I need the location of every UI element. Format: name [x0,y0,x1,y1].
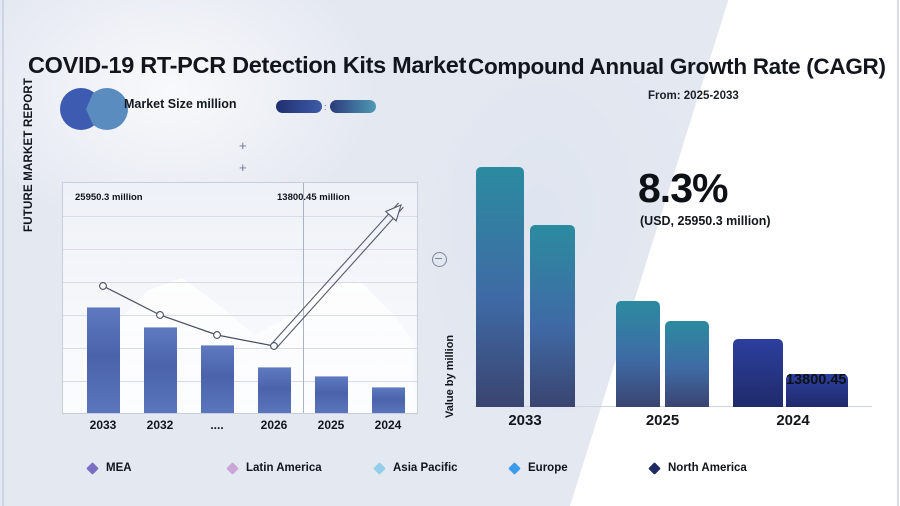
legend-pill-a [276,100,322,113]
logo-right-shape [86,88,128,130]
legend-pill-separator: : [324,102,327,112]
legend-marker-icon [373,461,386,475]
bar-5 [786,374,848,407]
left-chart-x-axis: 2033 2032.... 2026 2025 2024 [62,418,418,440]
legend-pill-b [330,100,376,113]
x-tick-label: 2024 [776,412,810,429]
annotation-end-value: 13800.45 million [277,192,350,203]
gridline [63,216,417,217]
legend-label: Asia Pacific [393,462,458,474]
x-tick-label: 2024 [374,418,402,432]
bar-0 [476,167,524,407]
minus-circle-icon [432,252,447,267]
x-tick-label: 2033 [508,412,542,429]
legend-marker-icon [508,461,521,475]
gridline [63,282,417,283]
bar-2026 [258,367,291,413]
bar-2024 [372,387,405,413]
chart-vertical-divider [303,183,304,413]
legend-item-latin-america[interactable]: Latin America [226,461,322,475]
bar-.... [201,345,234,413]
market-size-label: Market Size million [124,97,237,111]
bar-2025 [315,376,348,413]
cagr-value-sub: (USD, 25950.3 million) [640,214,771,228]
gridline [63,381,417,382]
x-tick-label: 2025 [645,412,680,429]
bar-2032 [144,327,177,413]
x-tick-label: 2032 [146,418,174,432]
legend-item-europe[interactable]: Europe [508,461,568,475]
bar-3 [665,321,709,407]
legend-item-asia-pacific[interactable]: Asia Pacific [373,461,458,475]
cagr-value: 8.3% [638,165,728,211]
plus-icon: + [239,138,247,153]
left-bar-chart: 25950.3 million 13800.45 million [62,182,418,414]
trend-line-and-arrow [99,202,404,350]
x-tick-label: 2033 [89,418,117,432]
legend-marker-icon [226,461,239,475]
x-tick-label: 2026 [260,418,288,432]
bar-1 [530,225,575,407]
legend-label: North America [668,462,747,474]
legend-marker-icon [86,461,99,475]
region-legend: MEA Latin America Asia Pacific Europe North … [60,461,850,488]
x-tick-label: 2025 [317,418,345,432]
right-bar-chart: 2033 2025 2024 [468,150,878,429]
gridline [63,249,417,250]
cagr-subtitle: From: 2025-2033 [648,90,739,102]
gridline [63,315,417,316]
legend-marker-icon [648,461,661,475]
plus-icon: + [239,160,247,175]
left-chart-title: COVID-19 RT-PCR Detection Kits Market [28,52,467,78]
data-label-2024: 13800.45 [786,372,847,388]
left-edge-line [2,0,4,506]
legend-label: Europe [528,462,568,474]
bar-2 [616,301,660,407]
right-edge-line [897,0,899,506]
legend-label: MEA [106,462,132,474]
gridline [63,348,417,349]
legend-label: Latin America [246,462,322,474]
legend-item-mea[interactable]: MEA [86,461,132,475]
left-chart-ylabel: Value by million [444,334,456,418]
hexagon-logo-icon [60,88,128,130]
bar-4 [733,339,783,407]
bar-2033 [87,307,120,413]
left-chart-side-label: FUTURE MARKET REPORT [23,77,35,232]
x-tick-label: .... [210,418,224,432]
cagr-title: Compound Annual Growth Rate (CAGR) [468,54,886,79]
legend-item-north-america[interactable]: North America [648,461,747,475]
annotation-start-value: 25950.3 million [75,192,143,203]
